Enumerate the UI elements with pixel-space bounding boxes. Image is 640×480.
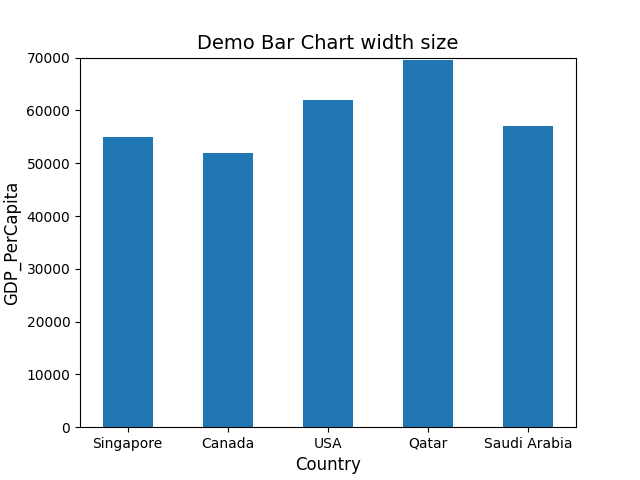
Y-axis label: GDP_PerCapita: GDP_PerCapita — [3, 180, 21, 304]
Bar — [102, 137, 153, 427]
Bar — [403, 60, 453, 427]
Title: Demo Bar Chart width size: Demo Bar Chart width size — [197, 34, 459, 53]
Bar — [503, 126, 554, 427]
Bar — [203, 153, 253, 427]
Bar — [303, 100, 353, 427]
X-axis label: Country: Country — [295, 456, 361, 474]
